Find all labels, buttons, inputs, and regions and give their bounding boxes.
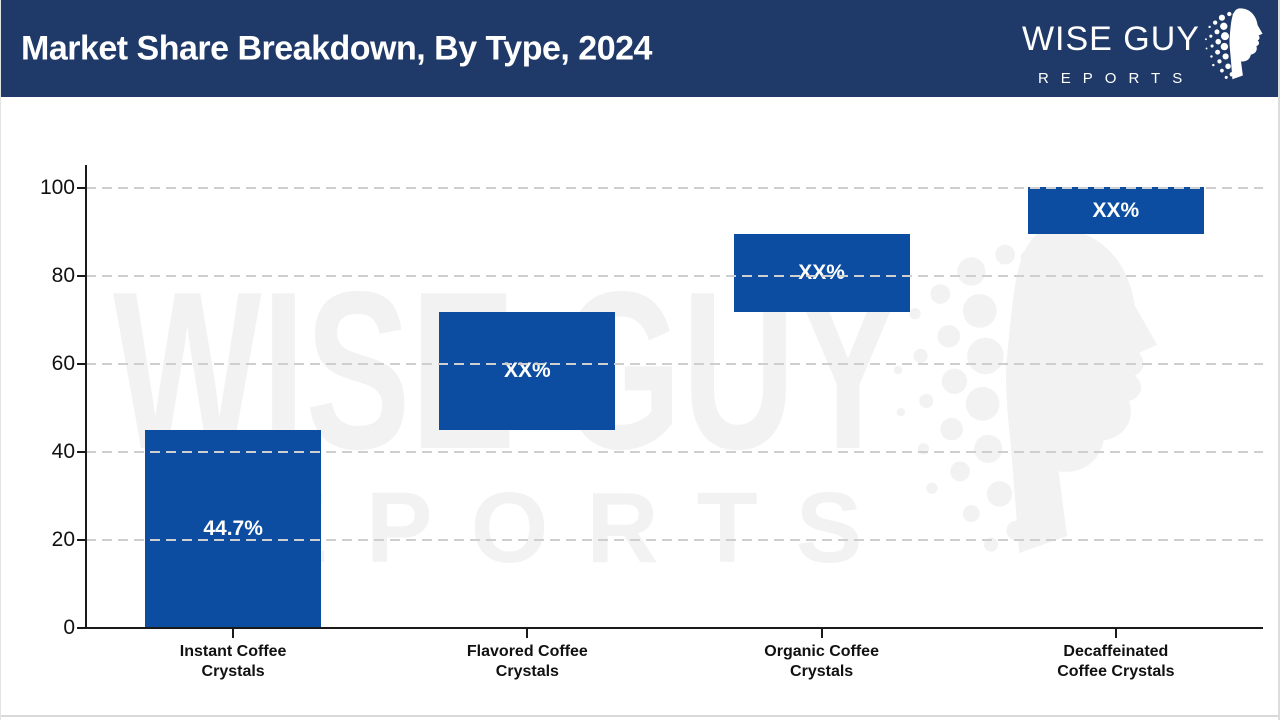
bar-segment: 44.7%	[145, 430, 322, 627]
x-tick-mark	[1114, 629, 1117, 638]
category-label: Organic Coffee Crystals	[712, 642, 932, 682]
bar-segment: XX%	[439, 312, 616, 431]
bar-segment: XX%	[1027, 187, 1204, 235]
brand-face-icon	[1202, 6, 1264, 86]
category-label-line: Crystals	[201, 663, 265, 680]
category-label-line: Flavored Coffee	[466, 643, 588, 660]
bar-value-label: XX%	[504, 359, 551, 383]
brand-reports-text: REPORTS	[1037, 70, 1195, 87]
category-label: Decaffeinated Coffee Crystals	[1006, 642, 1226, 682]
category-label-line: Crystals	[495, 663, 559, 680]
header-bar: Market Share Breakdown, By Type, 2024 WI…	[1, 0, 1278, 97]
card-bottom-edge	[1, 715, 1278, 717]
y-axis-line	[85, 165, 87, 629]
bar-value-label: XX%	[1092, 198, 1140, 222]
category-label-line: Decaffeinated	[1063, 643, 1169, 660]
x-tick-mark	[232, 629, 235, 638]
category-label-line: Coffee Crystals	[1057, 663, 1175, 680]
bar-segment: XX%	[733, 234, 910, 313]
gridline	[86, 275, 1263, 277]
y-tick-mark	[77, 539, 85, 541]
x-tick-mark	[820, 629, 823, 638]
x-axis-line	[85, 627, 1263, 629]
category-label: Flavored Coffee Crystals	[417, 642, 637, 682]
chart-title: Market Share Breakdown, By Type, 2024	[21, 29, 652, 67]
y-tick-label: 100	[39, 176, 75, 199]
y-tick-mark	[77, 275, 85, 277]
y-tick-label: 80	[51, 264, 75, 287]
y-tick-mark	[77, 627, 85, 629]
category-label-line: Instant Coffee	[179, 643, 287, 660]
category-label-line: Organic Coffee	[764, 643, 879, 660]
category-label-line: Crystals	[790, 663, 854, 680]
gridline	[86, 363, 1263, 365]
y-tick-label: 0	[63, 616, 75, 639]
bar-value-label: 44.7%	[203, 516, 263, 540]
x-tick-mark	[526, 629, 529, 638]
y-tick-mark	[77, 187, 85, 189]
plot-area: 0 20 40 60 80 100 44.7% Instant Coffee Crystals X…	[1, 97, 1278, 720]
brand-logo: WISE GUY REPORTS	[1022, 6, 1264, 87]
y-tick-mark	[77, 363, 85, 365]
brand-wordmark: WISE GUY	[1021, 20, 1200, 58]
y-tick-mark	[77, 451, 85, 453]
y-tick-label: 20	[51, 528, 75, 551]
bar-value-label: XX%	[798, 261, 845, 285]
category-label: Instant Coffee Crystals	[123, 642, 343, 682]
y-tick-label: 40	[51, 440, 75, 463]
y-tick-label: 60	[51, 352, 75, 375]
